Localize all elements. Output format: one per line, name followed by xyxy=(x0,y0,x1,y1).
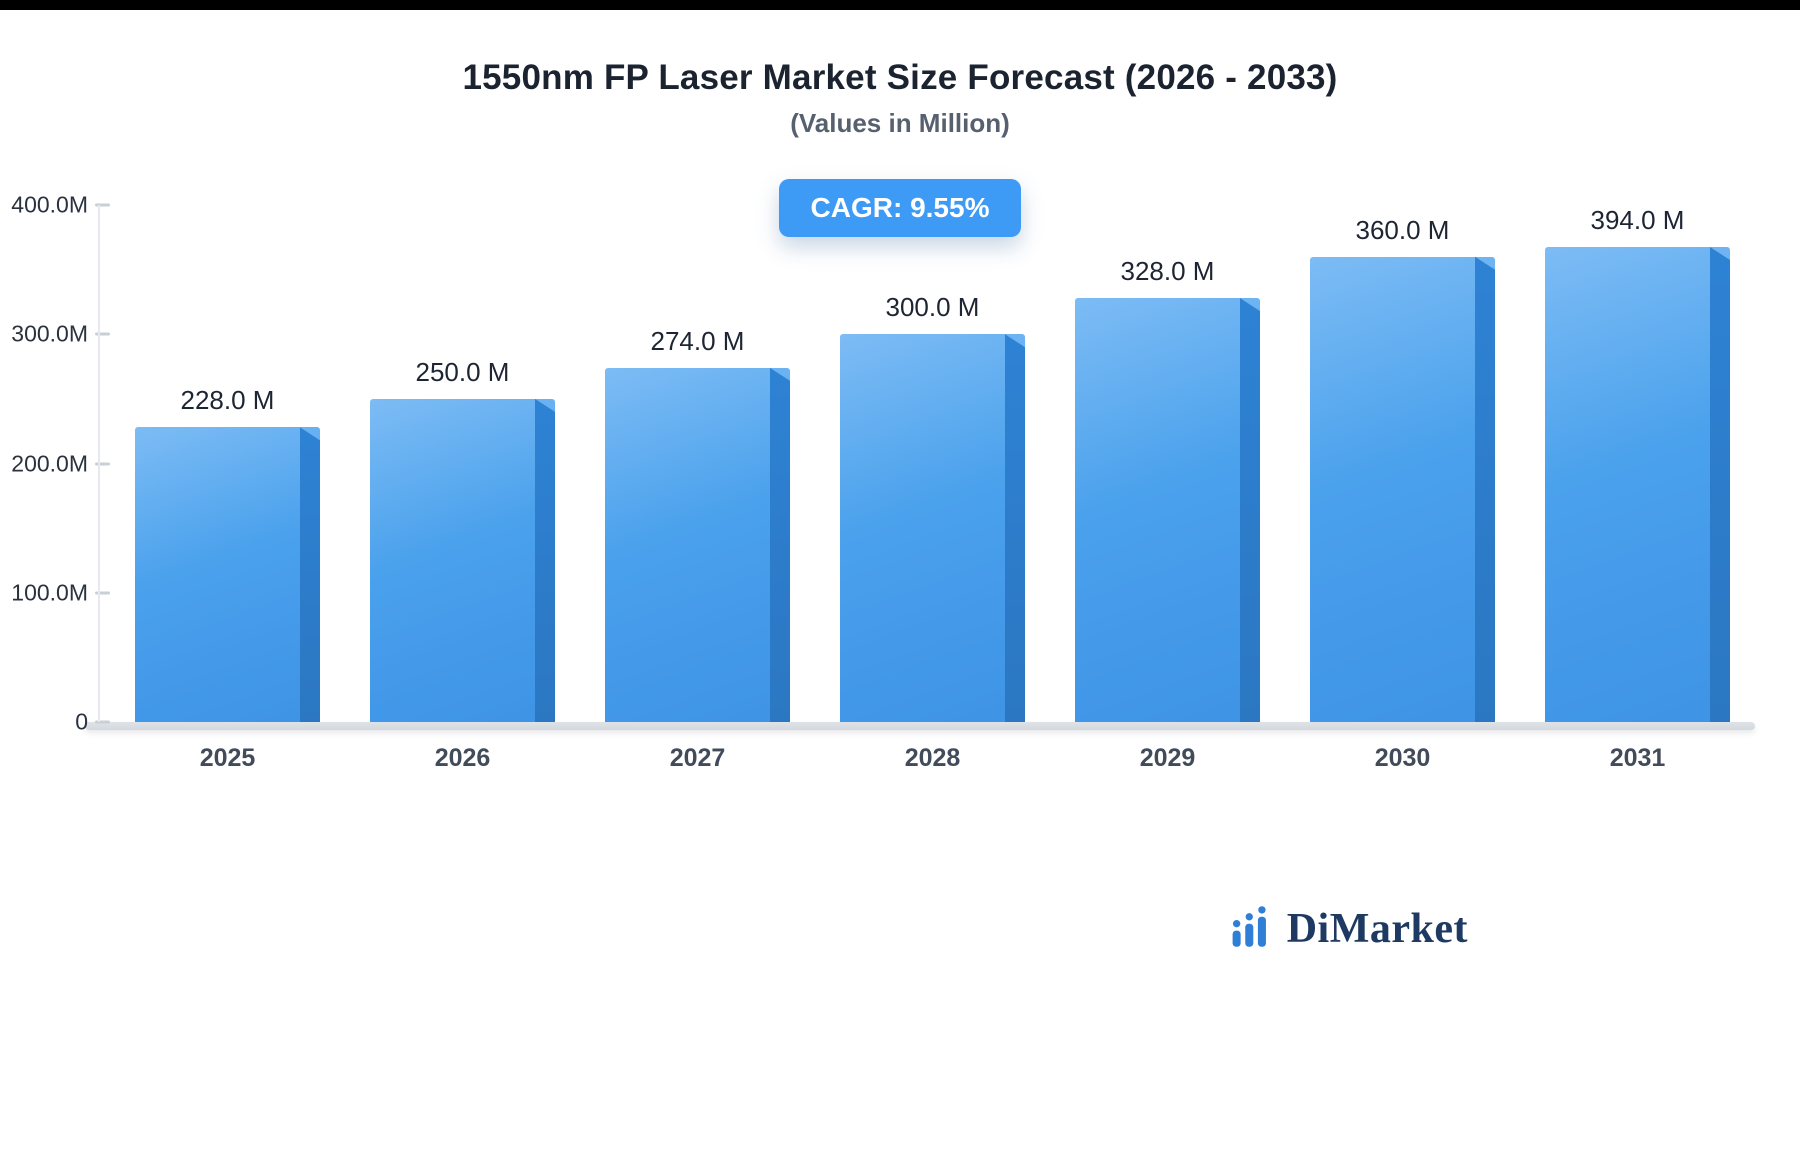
x-tick-slot: 2025 xyxy=(110,744,345,773)
bar-2027 xyxy=(605,367,790,722)
y-tick-label: 300.0M xyxy=(11,320,88,347)
y-axis: 0 100.0M 200.0M 300.0M 400.0M xyxy=(0,192,110,735)
x-tick-slot: 2026 xyxy=(345,744,580,773)
bar-2031 xyxy=(1545,247,1730,722)
bar-chart: 0 100.0M 200.0M 300.0M 400.0M 228.0 M 250.0 M… xyxy=(0,192,1800,773)
top-border xyxy=(0,0,1800,10)
bar-value-label: 274.0 M xyxy=(650,325,745,356)
x-tick-label: 2027 xyxy=(669,744,726,772)
chart-title: 1550nm FP Laser Market Size Forecast (20… xyxy=(462,58,1338,97)
y-tick-label: 200.0M xyxy=(11,450,88,476)
x-tick-slot: 2027 xyxy=(580,744,815,773)
dimarket-logo-text: DiMarket xyxy=(1286,905,1468,952)
bar-2030 xyxy=(1310,256,1495,722)
bar-slot: 328.0 M xyxy=(1050,205,1285,722)
y-tick-mark xyxy=(95,332,110,336)
x-tick-label: 2029 xyxy=(1139,744,1196,772)
x-tick-label: 2028 xyxy=(904,744,961,772)
y-tick-mark xyxy=(95,462,110,465)
x-tick-label: 2026 xyxy=(434,744,491,772)
bar-value-label: 328.0 M xyxy=(1120,256,1215,287)
bar-slot: 250.0 M xyxy=(345,205,580,722)
cagr-badge-row: CAGR: 9.55% xyxy=(0,179,1800,237)
y-tick: 200.0M xyxy=(11,450,110,477)
dimarket-logo: DiMarket xyxy=(1228,903,1468,954)
cagr-badge: CAGR: 9.55% xyxy=(778,179,1022,237)
bar-value-label: 360.0 M xyxy=(1355,214,1450,245)
y-tick-mark xyxy=(95,591,110,595)
x-tick-slot: 2031 xyxy=(1520,744,1755,773)
y-tick: 100.0M xyxy=(11,579,110,606)
bar-slot: 394.0 M xyxy=(1520,205,1755,722)
x-axis: 2025 2026 2027 2028 2029 2030 2031 xyxy=(110,744,1755,773)
y-tick-label: 100.0M xyxy=(11,579,88,606)
y-tick-label: 400.0M xyxy=(11,191,88,218)
bar-value-label: 300.0 M xyxy=(885,292,980,323)
bar-2029 xyxy=(1075,298,1260,722)
y-axis-spacer xyxy=(0,744,110,773)
bar-slot: 360.0 M xyxy=(1285,205,1520,722)
y-tick-mark xyxy=(95,203,110,207)
bar-slot: 300.0 M xyxy=(815,205,1050,722)
x-tick-label: 2031 xyxy=(1609,744,1666,772)
chart-subtitle: (Values in Million) xyxy=(790,108,1010,138)
y-tick: 300.0M xyxy=(11,321,110,348)
bar-value-label: 394.0 M xyxy=(1590,205,1685,235)
y-tick: 0 xyxy=(75,709,110,736)
x-tick-slot: 2028 xyxy=(815,744,1050,773)
bar-2026 xyxy=(370,398,555,722)
x-tick-slot: 2029 xyxy=(1050,744,1285,773)
plot-area: 228.0 M 250.0 M 274.0 M 300.0 M 328.0 M 360.0… xyxy=(110,205,1755,722)
bar-slot: 228.0 M xyxy=(110,205,345,722)
y-tick: 400.0M xyxy=(11,192,110,219)
y-tick-label: 0 xyxy=(75,708,88,735)
bar-slot: 274.0 M xyxy=(580,205,815,722)
bar-value-label: 250.0 M xyxy=(415,356,510,387)
bar-2025 xyxy=(135,427,320,722)
dimarket-logo-icon xyxy=(1228,903,1274,954)
bar-2028 xyxy=(840,334,1025,722)
x-tick-slot: 2030 xyxy=(1285,744,1520,773)
x-tick-label: 2025 xyxy=(199,744,256,772)
x-axis-line xyxy=(85,722,1755,730)
y-tick-mark xyxy=(95,720,110,724)
x-tick-label: 2030 xyxy=(1374,744,1431,772)
bar-value-label: 228.0 M xyxy=(180,385,275,416)
